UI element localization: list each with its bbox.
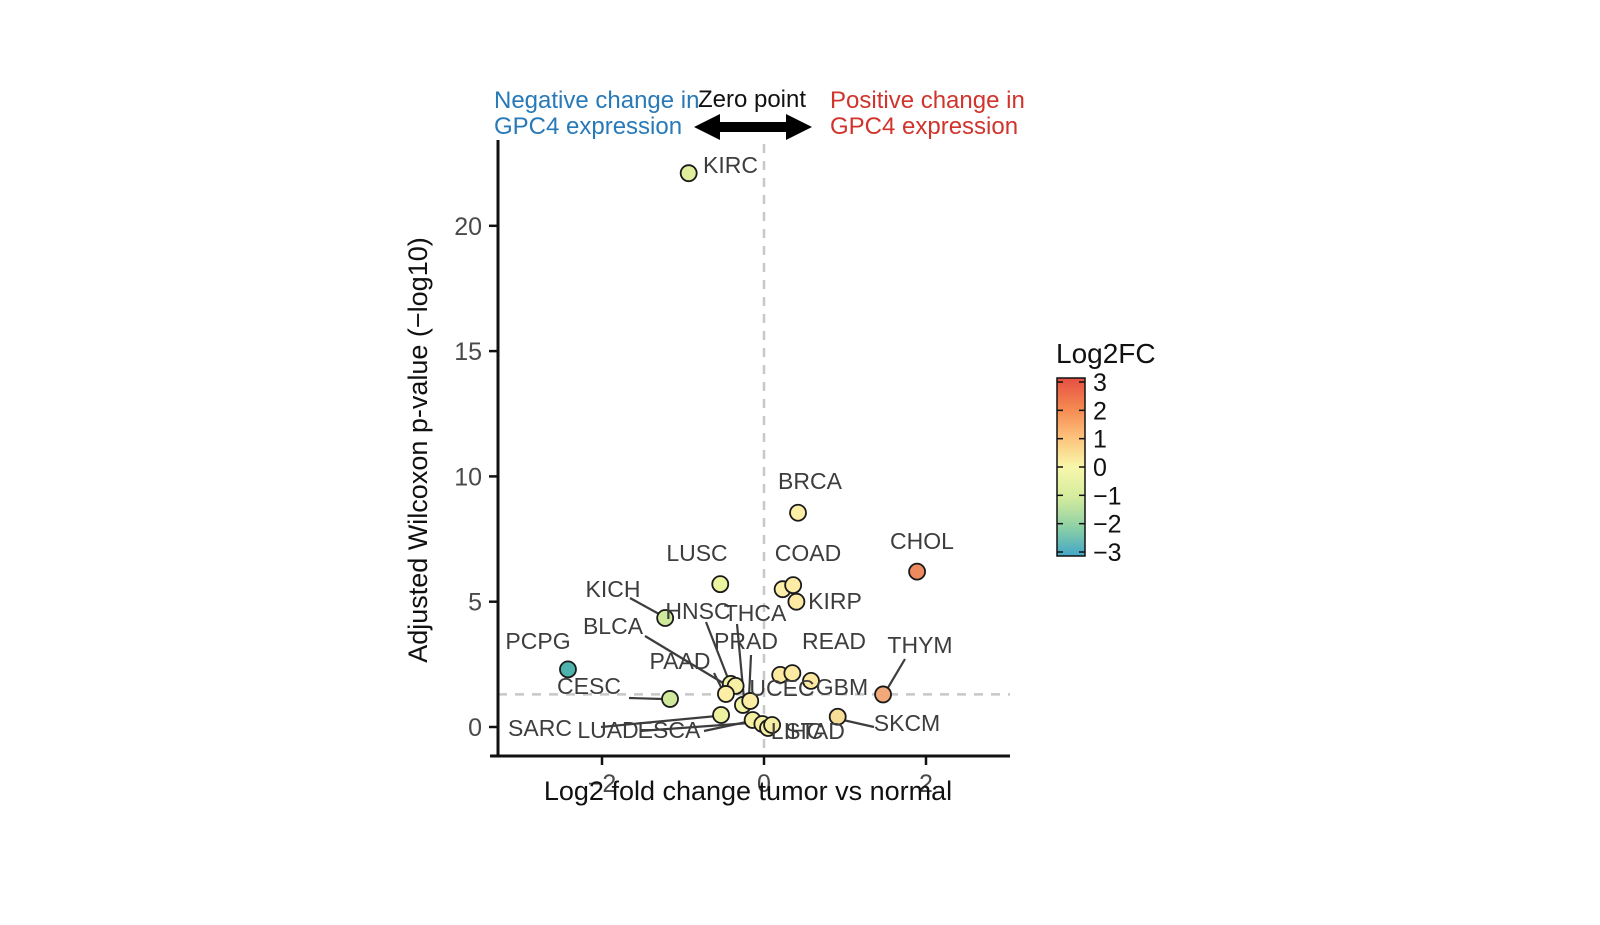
data-point-thym xyxy=(874,685,892,704)
point-label-kich: KICH xyxy=(586,576,641,602)
double-arrow-icon xyxy=(694,114,812,140)
point-labels: KIRC BRCA CHOL LUSC COAD KIRP KICH PCPG CESC BLCA… xyxy=(505,152,954,744)
data-point-paad xyxy=(717,685,735,703)
legend-tick-label: −1 xyxy=(1093,482,1122,510)
leader-line-kich xyxy=(629,597,660,615)
axes: 0 5 10 15 20 −2 0 2 xyxy=(454,140,1010,798)
y-tick-label: 0 xyxy=(468,714,482,742)
legend-tick-label: 3 xyxy=(1093,369,1107,397)
legend-tick-label: 1 xyxy=(1093,426,1107,454)
point-label-thym: THYM xyxy=(887,632,952,658)
legend-title: Log2FC xyxy=(1056,338,1156,369)
data-point-cesc xyxy=(661,690,679,708)
zero-point-label: Zero point xyxy=(698,86,806,113)
data-point-pcpg xyxy=(559,660,577,679)
point-label-prad: PRAD xyxy=(714,628,778,654)
leader-line-blca xyxy=(644,635,729,687)
leader-line-cesc xyxy=(628,696,664,701)
data-point xyxy=(784,576,803,595)
point-label-brca: BRCA xyxy=(778,468,843,494)
x-tick-label: 0 xyxy=(757,770,771,798)
point-label-kirp: KIRP xyxy=(808,588,862,614)
point-label-kirc: KIRC xyxy=(703,152,758,178)
data-point-brca xyxy=(789,503,807,522)
legend-tick-label: −3 xyxy=(1093,539,1122,567)
data-point-read xyxy=(802,671,820,690)
point-label-luad: LUAD xyxy=(577,717,638,743)
y-axis-title: Adjusted Wilcoxon p-value (−log10) xyxy=(403,237,433,662)
y-tick-label: 5 xyxy=(468,589,482,617)
point-label-paad: PAAD xyxy=(650,648,711,674)
negative-change-label-line2: GPC4 expression xyxy=(494,113,682,140)
leader-line-skcm xyxy=(842,718,875,729)
leader-line-luad xyxy=(639,721,751,733)
point-label-ucec: UCEC xyxy=(749,675,814,701)
data-point-lusc xyxy=(711,575,730,594)
point-label-cesc: CESC xyxy=(557,673,621,699)
point-label-skcm: SKCM xyxy=(874,710,940,736)
point-label-thca: THCA xyxy=(724,600,787,626)
point-label-coad: COAD xyxy=(775,540,841,566)
negative-change-label-line1: Negative change in xyxy=(494,87,699,114)
legend-tick-label: −2 xyxy=(1093,511,1122,539)
y-tick-label: 20 xyxy=(454,213,482,241)
x-axis-title: Log2 fold change tumor vs normal xyxy=(544,776,952,806)
positive-change-label-line1: Positive change in xyxy=(830,87,1025,114)
data-point-sarc xyxy=(712,706,730,724)
point-label-esca: ESCA xyxy=(638,717,701,743)
point-label-blca: BLCA xyxy=(583,613,644,639)
point-label-sarc: SARC xyxy=(508,715,572,741)
y-tick-label: 15 xyxy=(454,338,482,366)
y-tick-label: 10 xyxy=(454,463,482,491)
point-label-pcpg: PCPG xyxy=(505,628,570,654)
data-points xyxy=(559,164,926,737)
data-point-kirc xyxy=(679,164,698,183)
point-label-stad: STAD xyxy=(785,718,845,744)
data-point-prad xyxy=(741,692,760,710)
data-point-gbm xyxy=(783,664,802,683)
leader-line-hnsc xyxy=(704,621,731,682)
point-label-gbm: GBM xyxy=(816,674,868,700)
legend-tick-label: 2 xyxy=(1093,397,1107,425)
data-point-stad xyxy=(763,716,781,734)
leader-line-sarc xyxy=(600,714,718,729)
point-label-chol: CHOL xyxy=(890,528,954,554)
data-point-chol xyxy=(908,562,926,581)
point-label-lihc: LIHC xyxy=(771,718,823,744)
data-point-kich xyxy=(656,609,675,627)
x-tick-label: −2 xyxy=(588,770,617,798)
x-tick-label: 2 xyxy=(919,770,933,798)
point-label-read: READ xyxy=(802,628,866,654)
data-point-kirp xyxy=(787,592,806,611)
data-point-skcm xyxy=(828,707,847,726)
point-label-hnsc: HNSC xyxy=(665,598,730,624)
point-label-lusc: LUSC xyxy=(666,540,727,566)
leader-line-thym xyxy=(885,658,906,692)
leader-line-prad xyxy=(747,654,753,698)
legend-tick-label: 0 xyxy=(1093,454,1107,482)
positive-change-label-line2: GPC4 expression xyxy=(830,113,1018,140)
